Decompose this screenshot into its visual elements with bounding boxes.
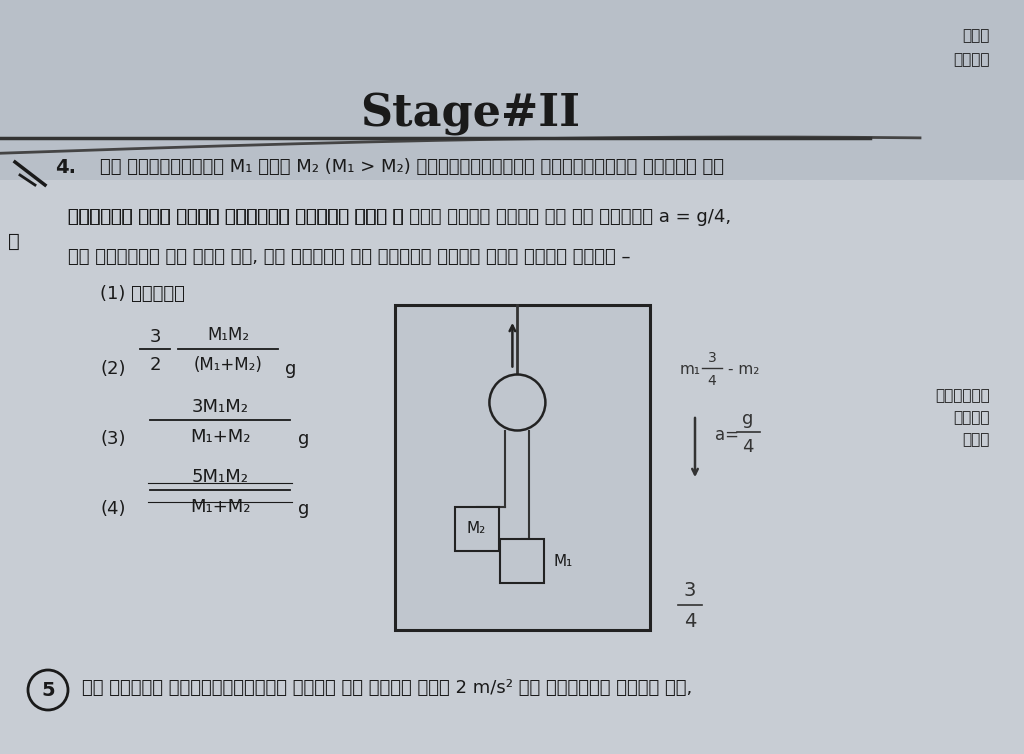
Bar	[395, 305, 650, 630]
Text: g: g	[298, 430, 309, 448]
Text: 4: 4	[684, 612, 696, 631]
Text: 5M₁M₂: 5M₁M₂	[191, 468, 249, 486]
Text: घ: घ	[8, 232, 19, 251]
Text: से त्वरित हो रही हो, तो घिरनी से जुड़ी केबल में तनाव होगा –: से त्वरित हो रही हो, तो घिरनी से जुड़ी क…	[68, 248, 631, 266]
Text: (4): (4)	[100, 500, 126, 518]
Text: M₁+M₂: M₁+M₂	[189, 498, 250, 516]
Text: गुजरती हुई डोरी द्वारा जुड़े हैं । यदि लिफट नीचे की ओर त्वरण a = g/4,: गुजरती हुई डोरी द्वारा जुड़े हैं । यदि ल…	[68, 208, 731, 226]
Text: a=: a=	[715, 426, 739, 444]
Text: जाने: जाने	[953, 410, 990, 425]
Text: 3: 3	[684, 581, 696, 600]
Text: 4.: 4.	[55, 158, 76, 177]
Text: 2: 2	[150, 356, 161, 374]
Text: 4: 4	[708, 374, 717, 388]
Text: दो द्रव्यमान M₁ तथा M₂ (M₁ > M₂) चित्रानुसार घर्षणरहित घिरनी से: दो द्रव्यमान M₁ तथा M₂ (M₁ > M₂) चित्रान…	[100, 158, 724, 176]
Bar	[501, 539, 545, 583]
Text: - m₂: - m₂	[728, 363, 760, 378]
Text: 5: 5	[41, 681, 55, 700]
Text: गुजरती हुई डोरी द्वारा जुड़े हैं ।: गुजरती हुई डोरी द्वारा जुड़े हैं ।	[68, 208, 403, 226]
Text: g: g	[285, 360, 296, 378]
Circle shape	[489, 375, 546, 431]
Text: M₁+M₂: M₁+M₂	[189, 428, 250, 446]
Bar	[0, 0, 1024, 180]
Text: 3: 3	[708, 351, 717, 365]
Text: (2): (2)	[100, 360, 126, 378]
Text: Stage#II: Stage#II	[360, 93, 580, 136]
Text: g: g	[742, 410, 754, 428]
Text: (1) शून्य: (1) शून्य	[100, 285, 185, 303]
Text: 4: 4	[742, 438, 754, 456]
Text: (3): (3)	[100, 430, 126, 448]
Text: 3M₁M₂: 3M₁M₂	[191, 398, 249, 416]
Text: जाने: जाने	[953, 52, 990, 67]
Text: गुजरती हुई डोरी द्वारा जुड़े हैं ।: गुजरती हुई डोरी द्वारा जुड़े हैं ।	[68, 208, 403, 226]
Text: हिन्दू: हिन्दू	[935, 388, 990, 403]
Bar	[455, 507, 499, 550]
Text: M₁M₂: M₁M₂	[207, 326, 249, 344]
Text: एक पिण्ड चित्रानुसार नीचे की दिशा में 2 m/s² से त्वरित होता है,: एक पिण्ड चित्रानुसार नीचे की दिशा में 2 …	[82, 679, 692, 697]
Text: गयी: गयी	[963, 432, 990, 447]
Text: M₂: M₂	[467, 521, 486, 536]
Text: m₁: m₁	[680, 363, 701, 378]
Text: (M₁+M₂): (M₁+M₂)	[194, 356, 262, 374]
Text: 3: 3	[150, 328, 161, 346]
Text: खरा: खरा	[963, 28, 990, 43]
Text: M₁: M₁	[553, 553, 572, 569]
Text: g: g	[298, 500, 309, 518]
